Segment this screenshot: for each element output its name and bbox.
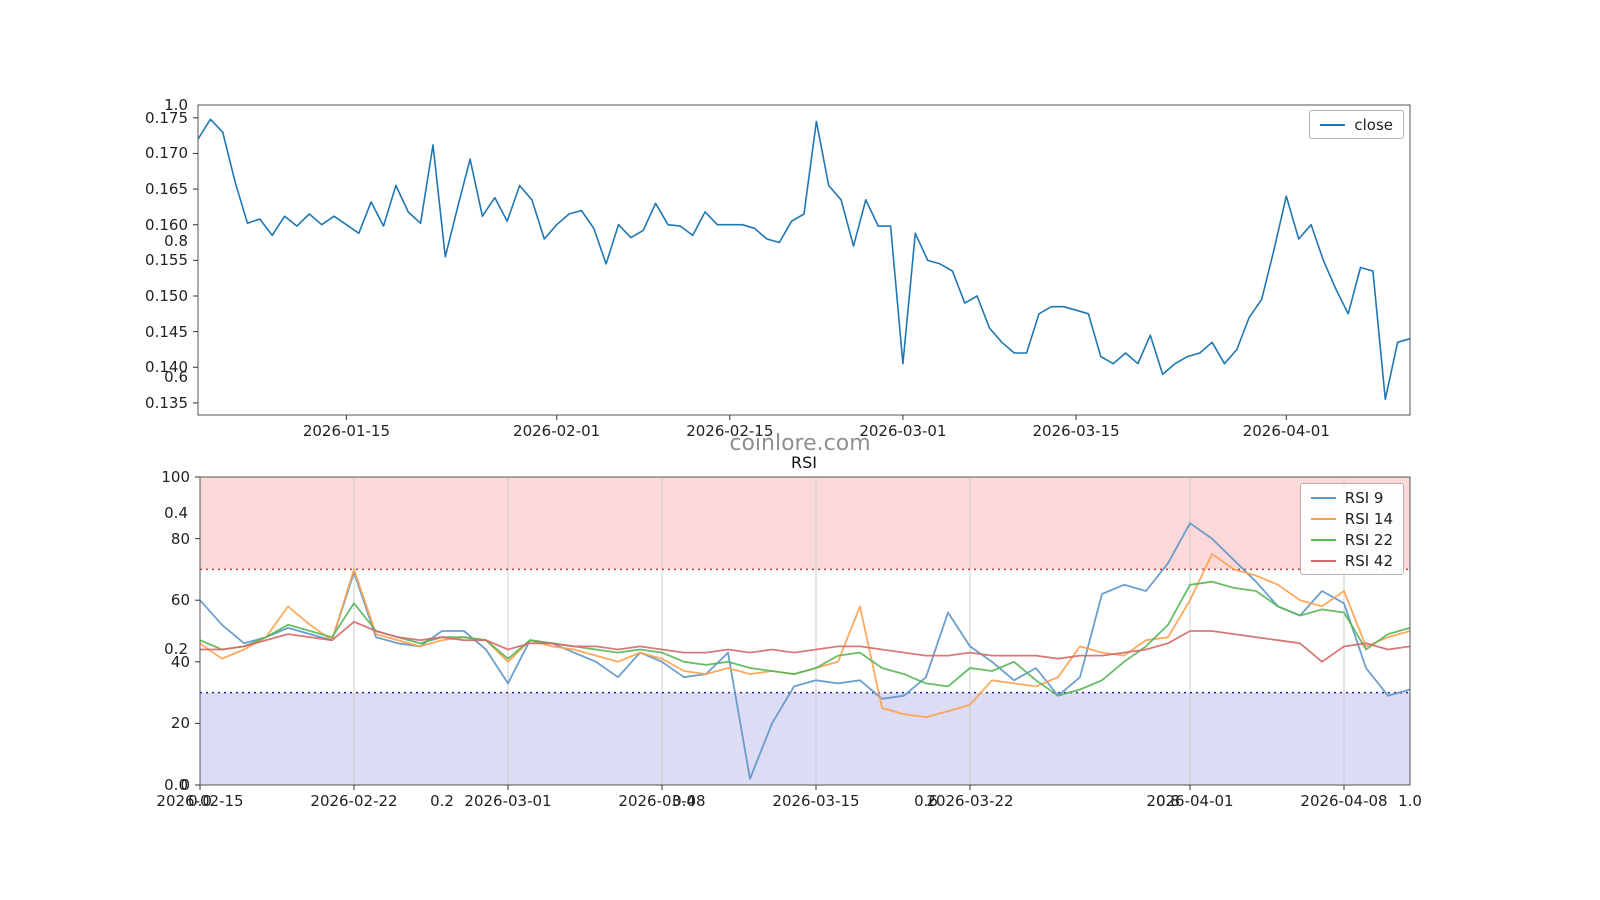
stray-ytick-label: 0.6 [164,368,188,386]
oversold-band [200,692,1410,785]
rsi-ytick-label: 20 [170,714,190,733]
legend-entry: RSI 9 [1310,487,1393,508]
legend-label: RSI 42 [1344,551,1393,570]
price-ytick-label: 0.170 [145,144,188,163]
stray-ytick-label: 0.0 [164,776,188,794]
price-xtick-label: 2026-01-15 [302,422,390,440]
stray-xtick-label: 0.8 [1156,792,1180,810]
price-ytick-label: 0.175 [145,108,188,127]
rsi-chart-title: RSI [791,453,817,472]
legend-label: RSI 9 [1344,488,1384,507]
stray-xtick-label: 0.2 [430,792,454,810]
price-xtick-label: 2026-03-15 [1032,422,1120,440]
stray-ytick-label: 0.4 [164,504,188,522]
legend-entry: RSI 42 [1310,550,1393,571]
rsi-xtick-label: 2026-03-15 [772,792,860,810]
stray-xtick-label: 0.0 [188,792,212,810]
stray-xtick-label: 0.4 [672,792,696,810]
overbought-band [200,477,1410,570]
price-ytick-label: 0.135 [145,393,188,412]
legend-entry: close [1320,114,1393,135]
price-xtick-label: 2026-02-01 [513,422,601,440]
close-line [197,118,1411,401]
price-ytick-label: 0.165 [145,180,188,199]
rsi42-line [200,620,1411,663]
watermark: coinlore.com [729,431,871,456]
rsi-xtick-label: 2026-02-22 [310,792,398,810]
stray-ytick-label: 1.0 [164,96,188,114]
price-xtick-label: 2026-03-01 [859,422,947,440]
rsi-xtick-label: 2026-02-15 [156,792,244,810]
rsi-xtick-label: 2026-04-08 [1300,792,1388,810]
rsi9-line [199,522,1411,780]
price-ytick-label: 0.145 [145,322,188,341]
stray-xtick-label: 1.0 [1398,792,1422,810]
price-ytick-label: 0.160 [145,215,188,234]
legend-label: close [1354,115,1393,134]
legend-line-swatch [1310,496,1336,499]
legend-line-swatch [1320,123,1346,126]
rsi-ytick-label: 40 [170,652,190,671]
legend-label: RSI 22 [1344,530,1393,549]
price-ytick-label: 0.140 [145,358,188,377]
rsi-xtick-label: 2026-03-01 [464,792,552,810]
price-xtick-label: 2026-04-01 [1242,422,1330,440]
price-ytick-label: 0.155 [145,251,188,270]
price-xtick-label: 2026-02-15 [686,422,774,440]
stray-ytick-label: 0.2 [164,640,188,658]
stray-ytick-label: 0.8 [164,232,188,250]
price-ytick-label: 0.150 [145,286,188,305]
stray-xtick-label: 0.6 [914,792,938,810]
rsi-legend: RSI 9 RSI 14 RSI 22 RSI 42 [1299,483,1404,575]
rsi-plot-border [199,476,1411,786]
rsi-ytick-label: 100 [161,468,190,486]
legend-entry: RSI 22 [1310,529,1393,550]
rsi-xtick-label: 2026-03-08 [618,792,706,810]
rsi-xtick-label: 2026-03-22 [926,792,1014,810]
rsi-ytick-label: 60 [170,591,190,610]
rsi-ytick-label: 80 [170,529,190,548]
rsi-ytick-label: 0 [180,776,190,794]
legend-line-swatch [1310,559,1336,562]
legend-entry: RSI 14 [1310,508,1393,529]
rsi-xtick-label: 2026-04-01 [1146,792,1234,810]
legend-line-swatch [1310,538,1336,541]
legend-line-swatch [1310,517,1336,520]
legend-label: RSI 14 [1344,509,1393,528]
price-legend: close [1309,110,1404,139]
